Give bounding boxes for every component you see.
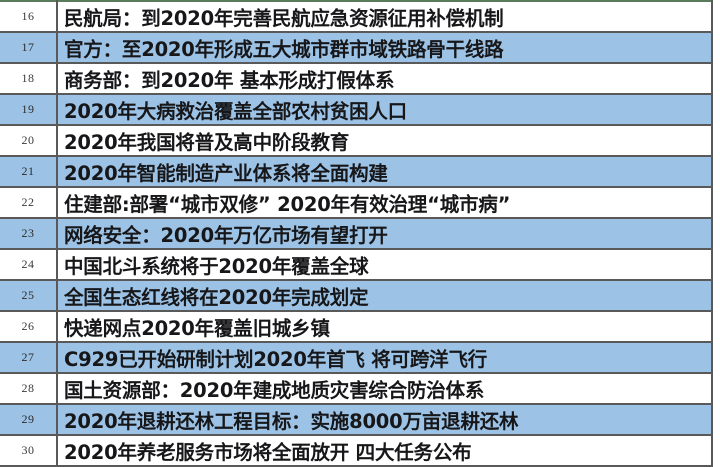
- headline-text-cell[interactable]: 国土资源部：2020年建成地质灾害综合防治体系: [56, 373, 712, 405]
- table-row[interactable]: 28 国土资源部：2020年建成地质灾害综合防治体系: [0, 373, 712, 405]
- row-index-cell[interactable]: 30: [0, 435, 58, 467]
- row-index-cell[interactable]: 23: [0, 218, 58, 250]
- row-index-cell[interactable]: 21: [0, 156, 58, 188]
- table-row[interactable]: 17 官方：至2020年形成五大城市群市域铁路骨干线路: [0, 32, 712, 64]
- headline-text-cell[interactable]: 2020年大病救治覆盖全部农村贫困人口: [56, 94, 712, 126]
- row-index-cell[interactable]: 26: [0, 311, 58, 343]
- table-row[interactable]: 18 商务部：到2020年 基本形成打假体系: [0, 63, 712, 95]
- table-row[interactable]: 16 民航局：到2020年完善民航应急资源征用补偿机制: [0, 1, 712, 33]
- headline-text-cell[interactable]: 2020年退耕还林工程目标：实施8000万亩退耕还林: [56, 404, 712, 436]
- row-index-cell[interactable]: 18: [0, 63, 58, 95]
- row-index-cell[interactable]: 16: [0, 1, 58, 33]
- headline-text-cell[interactable]: 官方：至2020年形成五大城市群市域铁路骨干线路: [56, 32, 712, 64]
- headline-text-cell[interactable]: 全国生态红线将在2020年完成划定: [56, 280, 712, 312]
- table-row[interactable]: 25 全国生态红线将在2020年完成划定: [0, 280, 712, 312]
- headline-text-cell[interactable]: 网络安全：2020年万亿市场有望打开: [56, 218, 712, 250]
- row-index-cell[interactable]: 22: [0, 187, 58, 219]
- table-row[interactable]: 19 2020年大病救治覆盖全部农村贫困人口: [0, 94, 712, 126]
- row-index-cell[interactable]: 29: [0, 404, 58, 436]
- row-index-cell[interactable]: 24: [0, 249, 58, 281]
- table-row[interactable]: 20 2020年我国将普及高中阶段教育: [0, 125, 712, 157]
- row-index-cell[interactable]: 27: [0, 342, 58, 374]
- row-index-cell[interactable]: 17: [0, 32, 58, 64]
- row-index-cell[interactable]: 19: [0, 94, 58, 126]
- headline-text-cell[interactable]: 中国北斗系统将于2020年覆盖全球: [56, 249, 712, 281]
- headline-text-cell[interactable]: 2020年智能制造产业体系将全面构建: [56, 156, 712, 188]
- headline-text-cell[interactable]: 2020年我国将普及高中阶段教育: [56, 125, 712, 157]
- table-row[interactable]: 21 2020年智能制造产业体系将全面构建: [0, 156, 712, 188]
- row-index-cell[interactable]: 25: [0, 280, 58, 312]
- table-row[interactable]: 26 快递网点2020年覆盖旧城乡镇: [0, 311, 712, 343]
- headline-text-cell[interactable]: 住建部:部署“城市双修” 2020年有效治理“城市病”: [56, 187, 712, 219]
- row-index-cell[interactable]: 20: [0, 125, 58, 157]
- headline-text-cell[interactable]: 民航局：到2020年完善民航应急资源征用补偿机制: [56, 1, 712, 33]
- headline-text-cell[interactable]: 商务部：到2020年 基本形成打假体系: [56, 63, 712, 95]
- table-row[interactable]: 29 2020年退耕还林工程目标：实施8000万亩退耕还林: [0, 404, 712, 436]
- table-row[interactable]: 27 C929已开始研制计划2020年首飞 将可跨洋飞行: [0, 342, 712, 374]
- table-row[interactable]: 22 住建部:部署“城市双修” 2020年有效治理“城市病”: [0, 187, 712, 219]
- headline-text-cell[interactable]: 2020年养老服务市场将全面放开 四大任务公布: [56, 435, 712, 467]
- table-row[interactable]: 30 2020年养老服务市场将全面放开 四大任务公布: [0, 435, 712, 467]
- table-row[interactable]: 24 中国北斗系统将于2020年覆盖全球: [0, 249, 712, 281]
- table-row[interactable]: 23 网络安全：2020年万亿市场有望打开: [0, 218, 712, 250]
- headline-text-cell[interactable]: C929已开始研制计划2020年首飞 将可跨洋飞行: [56, 342, 712, 374]
- row-index-cell[interactable]: 28: [0, 373, 58, 405]
- headline-text-cell[interactable]: 快递网点2020年覆盖旧城乡镇: [56, 311, 712, 343]
